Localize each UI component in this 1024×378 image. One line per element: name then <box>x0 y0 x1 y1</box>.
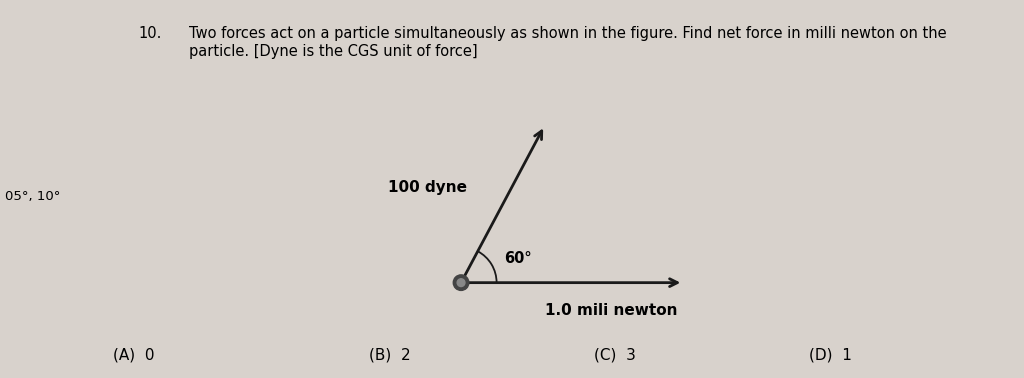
Text: 1.0 mili newton: 1.0 mili newton <box>546 303 678 318</box>
Text: 60°: 60° <box>505 251 532 266</box>
Circle shape <box>454 275 469 290</box>
Text: 05°, 10°: 05°, 10° <box>5 190 60 203</box>
Text: (D)  1: (D) 1 <box>809 348 852 363</box>
Text: (B)  2: (B) 2 <box>369 348 411 363</box>
Text: (C)  3: (C) 3 <box>594 348 636 363</box>
Text: 100 dyne: 100 dyne <box>388 180 467 195</box>
Text: (A)  0: (A) 0 <box>113 348 155 363</box>
Text: 10.: 10. <box>138 26 162 42</box>
Text: Two forces act on a particle simultaneously as shown in the figure. Find net for: Two forces act on a particle simultaneou… <box>189 26 947 59</box>
Circle shape <box>457 279 465 287</box>
